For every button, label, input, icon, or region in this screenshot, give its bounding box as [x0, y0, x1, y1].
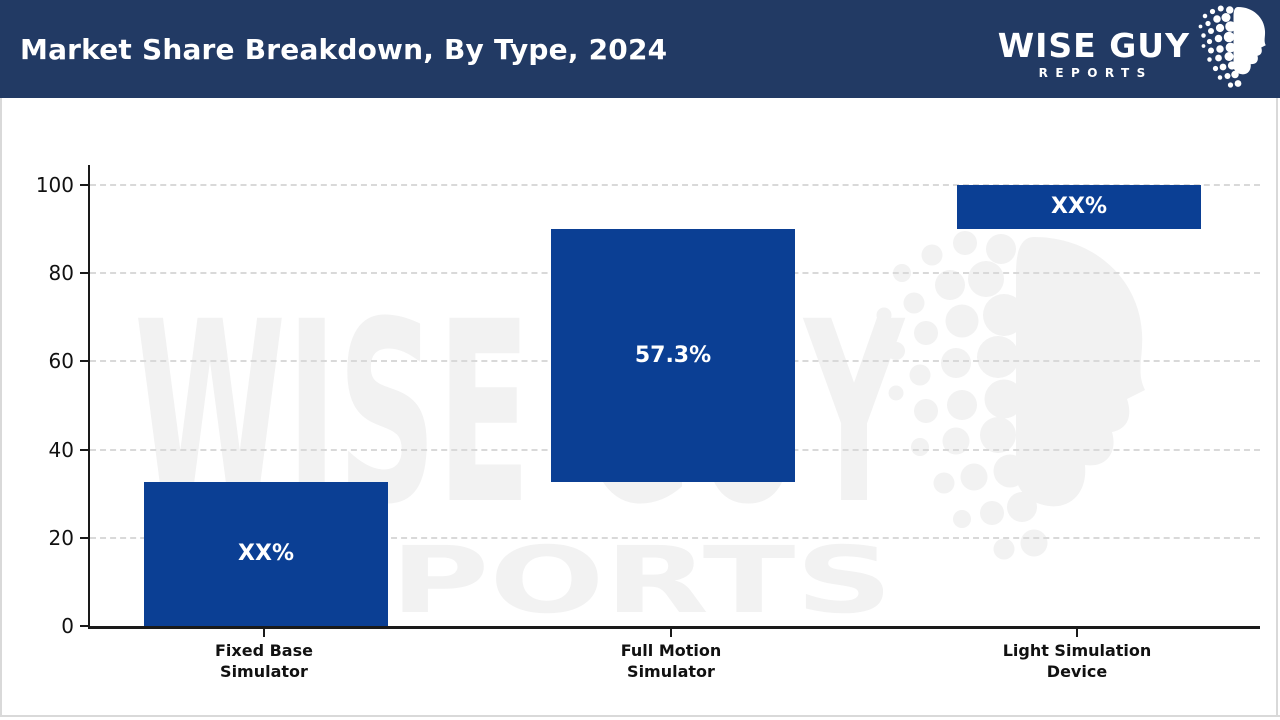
y-tick-mark	[80, 448, 88, 451]
bar-value-label: 57.3%	[634, 342, 712, 368]
y-tick-label: 0	[61, 614, 74, 638]
x-category-label: Fixed Base Simulator	[215, 641, 313, 681]
y-tick-mark	[80, 272, 88, 275]
x-category-label: Full Motion Simulator	[620, 641, 722, 681]
card-border-bottom	[0, 715, 1280, 717]
y-tick-mark	[80, 625, 88, 627]
y-tick-label: 60	[48, 349, 74, 374]
x-tick-mark	[263, 629, 265, 637]
y-tick-label: 40	[48, 437, 74, 462]
plot-area: XX% 57.3% XX%	[88, 165, 1260, 629]
bar: 57.3%	[551, 228, 795, 482]
bar-value-label: XX%	[1051, 194, 1107, 220]
x-tick-mark	[1076, 629, 1078, 637]
y-tick-mark	[80, 536, 88, 539]
x-tick-mark	[670, 629, 672, 637]
dot-head-icon	[1198, 5, 1266, 88]
gridline	[90, 536, 1260, 539]
page-title: Market Share Breakdown, By Type, 2024	[20, 32, 668, 66]
logo-sub-text: REPORTS	[1038, 65, 1153, 80]
y-tick-label: 20	[48, 525, 74, 550]
y-tick-label: 80	[48, 261, 74, 286]
bar: XX%	[957, 184, 1201, 229]
gridline	[90, 183, 1260, 186]
bar-value-label: XX%	[238, 541, 294, 567]
logo-brand-text: WISE GUY	[997, 25, 1190, 65]
y-tick-label: 100	[35, 172, 74, 197]
x-category-label: Light Simulation Device	[1002, 641, 1152, 681]
y-tick-mark	[80, 360, 88, 363]
wise-guy-logo: WISE GUY REPORTS	[998, 4, 1270, 94]
y-tick-mark	[80, 183, 88, 186]
card-border-right	[1276, 0, 1278, 716]
header-bar: Market Share Breakdown, By Type, 2024 WI…	[0, 0, 1280, 98]
bar: XX%	[144, 481, 388, 626]
card-border-left	[0, 0, 2, 716]
logo-text: WISE GUY REPORTS	[997, 25, 1190, 80]
